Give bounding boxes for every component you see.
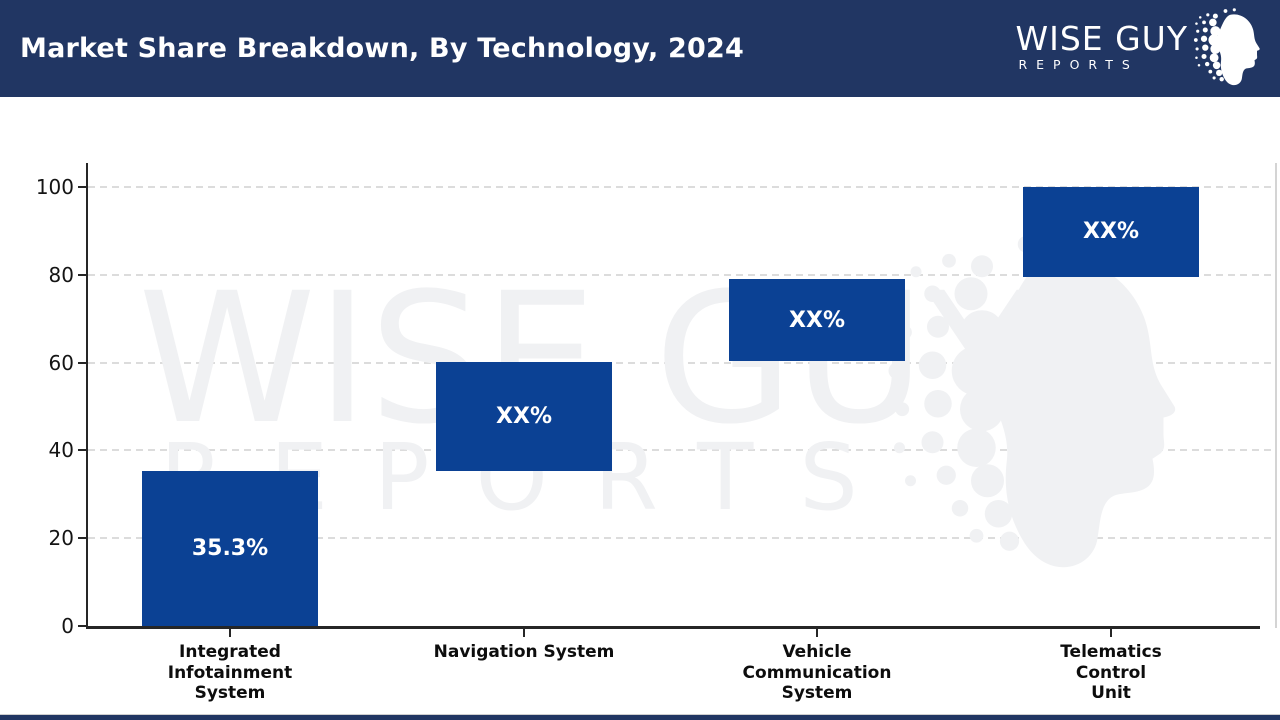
x-tick-mark <box>523 629 525 637</box>
y-tick-mark <box>78 449 86 452</box>
gridline <box>88 273 1274 276</box>
y-tick-mark <box>78 186 86 188</box>
footer-bar <box>0 714 1280 720</box>
brand-wordmark: WISE GUY <box>1015 18 1188 58</box>
x-axis-tick-label: Vehicle Communication System <box>742 642 892 704</box>
x-tick-mark <box>816 629 818 637</box>
x-axis-tick-label: Navigation System <box>433 642 615 662</box>
brand-reports-label: REPORTS <box>1018 57 1139 73</box>
y-tick-mark <box>78 273 86 276</box>
y-tick-mark <box>78 361 86 364</box>
bar-value-label: XX% <box>496 404 552 430</box>
brand-wordmark-block: WISE GUY REPORTS <box>1015 18 1188 73</box>
brand-logo: WISE GUY REPORTS <box>1015 6 1266 88</box>
brand-head-icon <box>1193 8 1260 86</box>
y-axis-line <box>86 163 88 628</box>
gridline <box>88 449 1274 452</box>
bar: XX% <box>729 279 905 361</box>
right-spine <box>1275 163 1277 628</box>
y-axis-tick-label: 40 <box>48 438 74 463</box>
x-tick-mark <box>1110 629 1112 637</box>
y-tick-mark <box>78 537 86 540</box>
x-tick-mark <box>229 629 231 637</box>
bar: XX% <box>436 362 612 472</box>
chart-region: WISE GUY REPORTS 35.3% XX% XX% XX% 0 20 40 60 8… <box>0 97 1280 714</box>
bar-value-label: 35.3% <box>191 536 269 561</box>
y-axis-tick-label: 80 <box>48 262 74 287</box>
y-tick-mark <box>78 625 86 627</box>
y-axis-tick-label: 60 <box>48 350 74 375</box>
gridline <box>88 361 1274 364</box>
bar-value-label: XX% <box>1083 219 1139 245</box>
bar: XX% <box>1023 187 1199 277</box>
gridline <box>88 186 1274 188</box>
y-axis-tick-label: 20 <box>48 526 74 551</box>
page-title: Market Share Breakdown, By Technology, 2… <box>20 33 745 64</box>
y-axis-tick-label: 100 <box>35 175 74 199</box>
gridline <box>88 537 1274 540</box>
header: Market Share Breakdown, By Technology, 2… <box>0 0 1280 97</box>
x-axis-line <box>86 626 1260 629</box>
y-axis-tick-label: 0 <box>61 614 74 638</box>
x-axis-tick-label: Integrated Infotainment System <box>167 642 293 704</box>
bar: 35.3% <box>142 471 318 626</box>
bar-value-label: XX% <box>789 307 845 333</box>
x-axis-tick-label: Telematics Control Unit <box>1060 642 1162 704</box>
